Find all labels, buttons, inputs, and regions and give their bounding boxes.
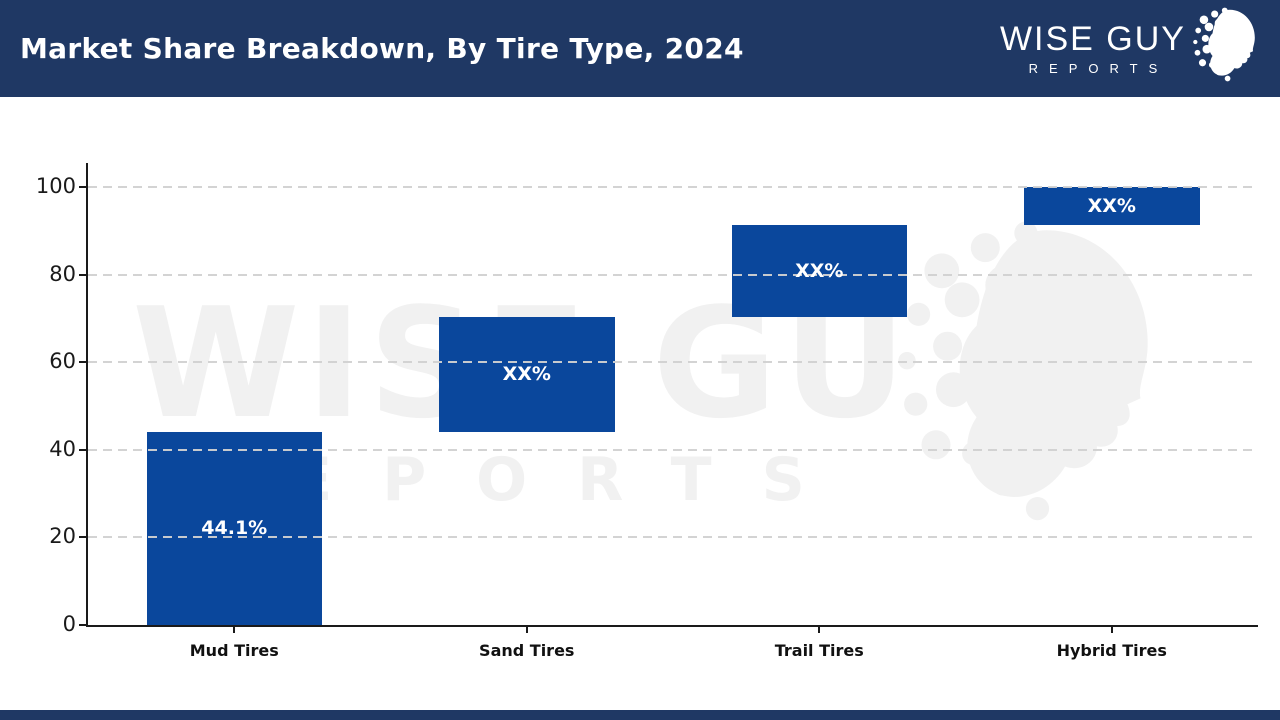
y-tick-label-40: 40 <box>49 436 76 461</box>
wiseguy-head-icon <box>1188 4 1260 94</box>
logo-text: WISE GUY REPORTS <box>1000 22 1186 76</box>
y-tick-label-100: 100 <box>35 173 76 198</box>
y-tick-mark-40 <box>79 448 87 451</box>
logo-line2: REPORTS <box>1028 60 1169 76</box>
x-tick-mark <box>233 625 236 633</box>
bar-segment <box>146 431 322 625</box>
y-tick-mark-80 <box>79 273 87 276</box>
bar-value-label: 44.1% <box>201 517 268 540</box>
gridline-20 <box>88 536 1258 539</box>
chart-area: WISE GU REPORTS 44.1% XX% XX% XX% 0 20 40 60 80… <box>0 97 1280 710</box>
bar-value-label: XX% <box>1087 194 1136 217</box>
y-tick-mark-20 <box>79 536 87 539</box>
y-axis-line <box>86 163 88 627</box>
bar-value-label: XX% <box>502 363 551 386</box>
x-tick-mark <box>525 625 528 633</box>
page-title: Market Share Breakdown, By Tire Type, 20… <box>20 32 744 65</box>
gridline-60 <box>88 361 1258 364</box>
y-tick-label-0: 0 <box>62 612 76 636</box>
bar-segment <box>439 316 615 432</box>
bar-segment <box>731 225 907 317</box>
x-tick-mark <box>818 625 821 633</box>
x-axis-line <box>86 625 1258 627</box>
x-category-label: Trail Tires <box>774 641 864 660</box>
y-tick-label-20: 20 <box>49 524 76 549</box>
y-tick-mark-0 <box>79 624 87 626</box>
gridline-100 <box>88 185 1258 188</box>
gridline-80 <box>88 273 1258 276</box>
logo-line1: WISE GUY <box>999 19 1186 58</box>
y-tick-mark-100 <box>79 185 87 188</box>
x-category-label: Mud Tires <box>189 641 279 660</box>
y-tick-label-60: 60 <box>49 349 76 374</box>
header-bar: Market Share Breakdown, By Tire Type, 20… <box>0 0 1280 97</box>
plot-area: 44.1% XX% XX% XX% <box>86 163 1258 627</box>
y-tick-label-80: 80 <box>49 261 76 286</box>
footer-bar <box>0 710 1280 720</box>
watermark-head-icon <box>878 207 1168 559</box>
bar-segment <box>1024 186 1200 226</box>
x-category-label: Hybrid Tires <box>1056 641 1167 660</box>
y-tick-mark-60 <box>79 361 87 364</box>
wiseguy-logo: WISE GUY REPORTS <box>1000 4 1260 94</box>
x-tick-mark <box>1110 625 1113 633</box>
x-category-label: Sand Tires <box>479 641 575 660</box>
bar-value-label: XX% <box>795 259 844 282</box>
gridline-40 <box>88 448 1258 451</box>
